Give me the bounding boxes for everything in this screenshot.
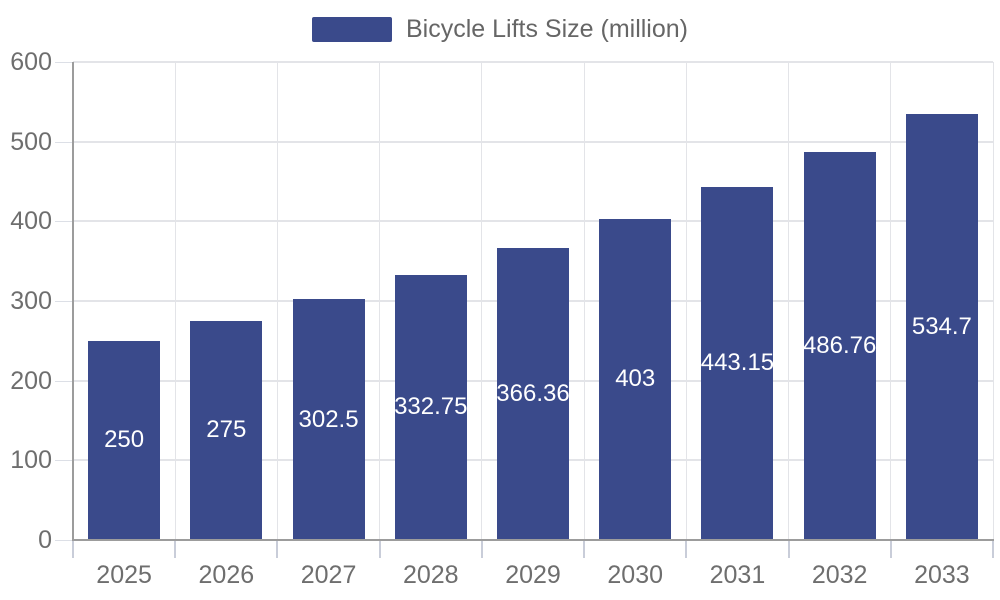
gridline-x-boundary-6 [685, 62, 687, 540]
gridline-x-boundary-8 [890, 62, 892, 540]
x-tick-0 [72, 540, 74, 558]
x-axis-label-2027: 2027 [300, 561, 357, 589]
y-tick-300 [55, 301, 73, 302]
gridline-x-boundary-2 [276, 62, 278, 540]
bar-2028[interactable] [394, 274, 467, 540]
bar-value-2025: 250 [104, 426, 145, 454]
gridline-y-500 [73, 140, 993, 143]
x-axis-label-2029: 2029 [505, 561, 561, 589]
y-axis-label-500: 500 [10, 127, 52, 156]
x-tick-5 [583, 540, 586, 558]
y-tick-0 [55, 540, 73, 541]
x-axis-label-2025: 2025 [96, 561, 152, 589]
gridline-y-600 [73, 61, 993, 63]
bar-value-2030: 403 [615, 365, 656, 393]
gridline-y-400 [73, 220, 993, 223]
y-axis-label-100: 100 [10, 446, 52, 475]
bar-2025[interactable] [88, 340, 161, 540]
y-axis-label-300: 300 [10, 287, 52, 315]
y-tick-400 [55, 221, 73, 222]
y-tick-500 [55, 142, 73, 143]
bar-2029[interactable] [497, 248, 569, 540]
y-axis-line [72, 62, 74, 540]
bar-2033[interactable] [905, 114, 978, 540]
y-axis-label-600: 600 [10, 48, 52, 76]
y-tick-600 [55, 62, 73, 63]
bar-value-2032: 486.76 [802, 332, 877, 360]
gridline-x-boundary-3 [379, 62, 381, 540]
bar-value-2028: 332.75 [394, 393, 468, 421]
legend-label: Bicycle Lifts Size (million) [405, 15, 688, 43]
bar-2032[interactable] [803, 152, 876, 540]
x-tick-6 [685, 540, 688, 558]
x-tick-8 [889, 540, 892, 558]
x-tick-3 [378, 540, 381, 558]
bar-value-2033: 534.7 [911, 313, 972, 340]
x-tick-2 [276, 540, 279, 558]
gridline-x-boundary-9 [992, 62, 994, 540]
bar-2026[interactable] [190, 320, 263, 540]
bar-value-2029: 366.36 [496, 380, 570, 408]
x-axis-label-2030: 2030 [607, 561, 664, 589]
x-axis-label-2028: 2028 [402, 561, 459, 589]
x-axis-label-2032: 2032 [811, 561, 868, 589]
gridline-x-boundary-1 [174, 62, 176, 540]
y-tick-200 [55, 381, 73, 382]
y-axis-label-200: 200 [10, 366, 52, 395]
x-axis-label-2033: 2033 [914, 561, 970, 589]
x-tick-1 [174, 540, 177, 558]
y-axis-label-400: 400 [10, 207, 52, 236]
x-axis-label-2031: 2031 [709, 561, 766, 589]
x-axis-line [72, 539, 994, 541]
x-axis-label-2026: 2026 [198, 561, 255, 589]
x-tick-7 [787, 540, 790, 558]
y-axis-label-0: 0 [38, 526, 52, 554]
y-tick-100 [55, 460, 73, 461]
legend-swatch [311, 17, 392, 42]
legend-item[interactable]: Bicycle Lifts Size (million) [0, 17, 1000, 42]
gridline-x-boundary-5 [583, 62, 585, 540]
bar-value-2026: 275 [206, 416, 247, 444]
bar-2027[interactable] [292, 299, 365, 540]
gridline-x-boundary-4 [481, 62, 483, 540]
bar-2031[interactable] [701, 186, 774, 540]
bar-2030[interactable] [599, 218, 672, 540]
bar-value-2027: 302.5 [298, 405, 359, 433]
x-tick-4 [480, 540, 483, 558]
gridline-x-boundary-7 [788, 62, 790, 540]
bar-value-2031: 443.15 [700, 349, 775, 377]
x-tick-9 [992, 540, 994, 558]
